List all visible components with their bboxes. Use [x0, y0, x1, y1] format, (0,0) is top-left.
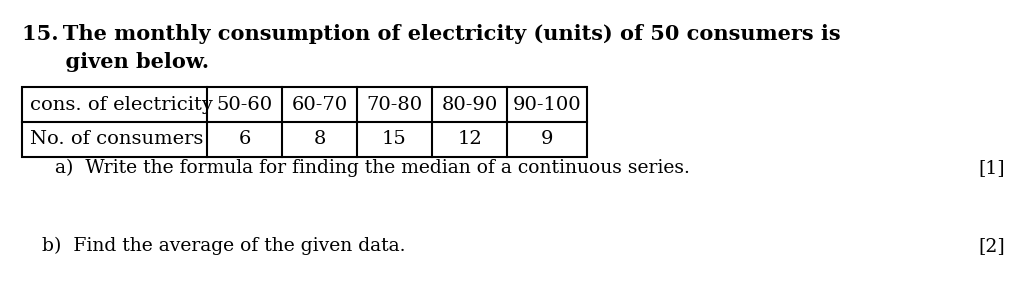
Text: [1]: [1] [978, 159, 1005, 177]
Text: 15. The monthly consumption of electricity (units) of 50 consumers is: 15. The monthly consumption of electrici… [22, 24, 841, 44]
Text: 12: 12 [457, 130, 482, 149]
Text: [2]: [2] [978, 237, 1005, 255]
Text: 8: 8 [313, 130, 326, 149]
Text: b)  Find the average of the given data.: b) Find the average of the given data. [42, 237, 406, 255]
Text: No. of consumers: No. of consumers [30, 130, 204, 149]
Text: 80-90: 80-90 [441, 95, 498, 114]
Text: 15: 15 [382, 130, 407, 149]
Text: 9: 9 [541, 130, 553, 149]
Text: given below.: given below. [22, 52, 209, 72]
Text: cons. of electricity: cons. of electricity [30, 95, 213, 114]
Text: 60-70: 60-70 [292, 95, 347, 114]
Text: 6: 6 [239, 130, 251, 149]
Text: 90-100: 90-100 [513, 95, 582, 114]
Bar [22, 87, 587, 157]
Text: 70-80: 70-80 [367, 95, 423, 114]
Text: a)  Write the formula for finding the median of a continuous series.: a) Write the formula for finding the med… [55, 159, 690, 177]
Text: 50-60: 50-60 [216, 95, 272, 114]
